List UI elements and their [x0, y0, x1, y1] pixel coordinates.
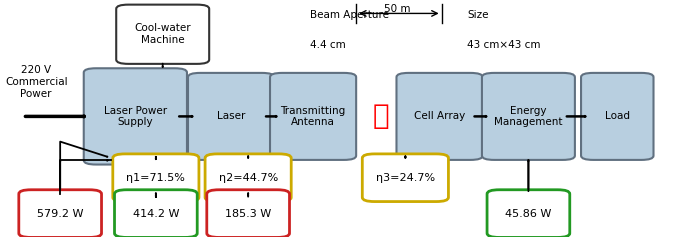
FancyBboxPatch shape: [115, 190, 197, 237]
Text: 43 cm×43 cm: 43 cm×43 cm: [467, 40, 540, 50]
Text: Cell Array: Cell Array: [414, 111, 466, 121]
Text: Load: Load: [605, 111, 630, 121]
FancyBboxPatch shape: [482, 73, 575, 160]
FancyBboxPatch shape: [188, 73, 274, 160]
FancyBboxPatch shape: [396, 73, 482, 160]
Text: 𝒩: 𝒩: [372, 102, 389, 130]
FancyBboxPatch shape: [270, 73, 356, 160]
Text: 185.3 W: 185.3 W: [225, 209, 272, 219]
FancyBboxPatch shape: [116, 5, 209, 64]
FancyBboxPatch shape: [113, 154, 199, 201]
Text: 579.2 W: 579.2 W: [37, 209, 83, 219]
Text: 4.4 cm: 4.4 cm: [309, 40, 345, 50]
Text: 220 V
Commercial
Power: 220 V Commercial Power: [5, 65, 68, 99]
Text: Cool-water
Machine: Cool-water Machine: [134, 23, 191, 45]
Text: η2=44.7%: η2=44.7%: [218, 173, 278, 183]
FancyBboxPatch shape: [363, 154, 449, 201]
FancyBboxPatch shape: [19, 190, 102, 237]
Text: 45.86 W: 45.86 W: [505, 209, 552, 219]
Text: Energy
Management: Energy Management: [494, 106, 563, 127]
Text: η1=71.5%: η1=71.5%: [127, 173, 186, 183]
Text: Transmitting
Antenna: Transmitting Antenna: [281, 106, 346, 127]
Text: Laser Power
Supply: Laser Power Supply: [104, 106, 167, 127]
FancyBboxPatch shape: [206, 190, 290, 237]
FancyBboxPatch shape: [487, 190, 570, 237]
Text: Laser: Laser: [217, 111, 245, 121]
Text: Size: Size: [467, 10, 489, 20]
Text: η3=24.7%: η3=24.7%: [376, 173, 435, 183]
FancyBboxPatch shape: [84, 68, 187, 164]
Text: 414.2 W: 414.2 W: [132, 209, 179, 219]
FancyBboxPatch shape: [581, 73, 654, 160]
Text: 50 m: 50 m: [384, 4, 410, 14]
Text: Beam Aperture: Beam Aperture: [309, 10, 388, 20]
FancyBboxPatch shape: [205, 154, 291, 201]
